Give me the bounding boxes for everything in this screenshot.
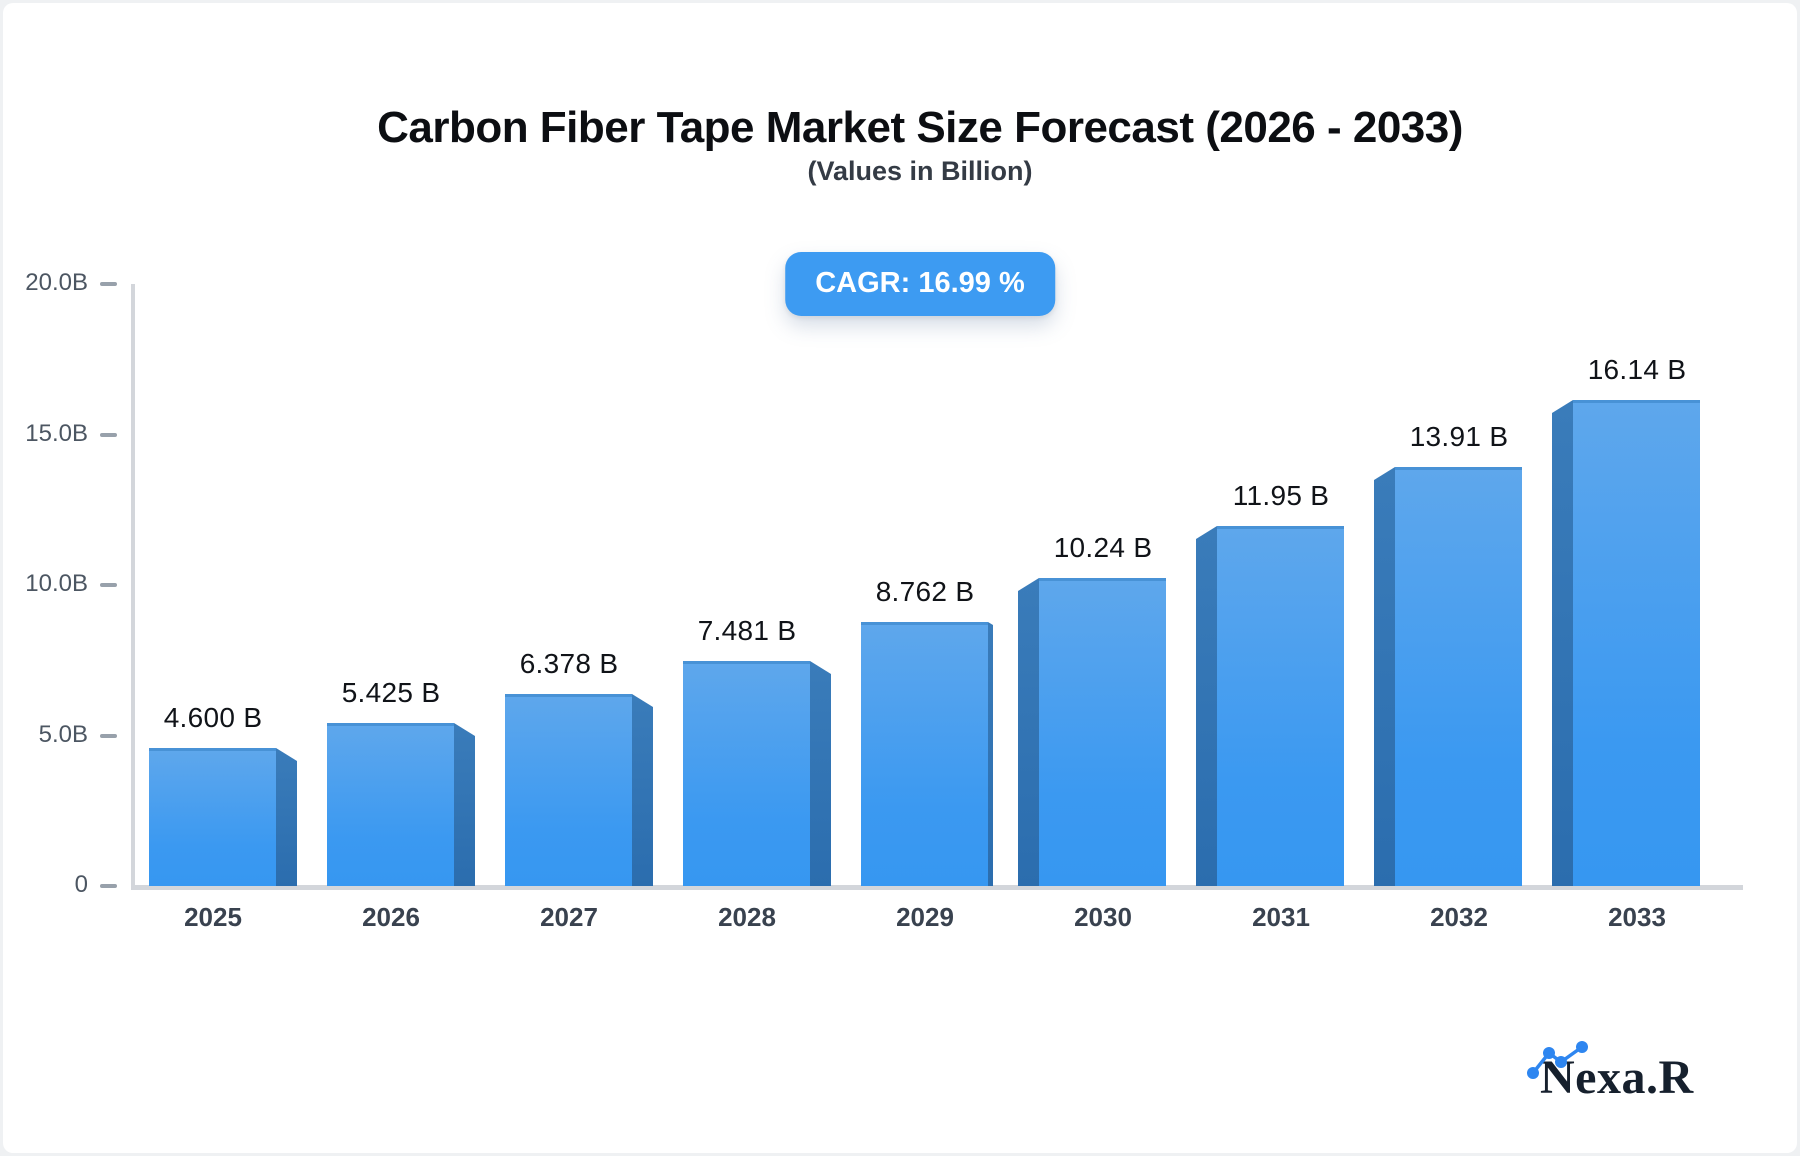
x-axis-category-label: 2026 <box>362 902 420 932</box>
brand-logo: Nexa.R <box>1510 1030 1780 1130</box>
bar-2029[interactable] <box>861 622 988 886</box>
x-axis-category-label: 2025 <box>184 902 242 932</box>
bar-side-face <box>276 748 297 886</box>
bar-value-label: 13.91 B <box>1409 421 1509 452</box>
sparkline-icon <box>1527 1041 1588 1079</box>
bar-2027[interactable] <box>505 694 632 886</box>
y-axis-line <box>131 284 135 889</box>
y-axis-tick-label: 5.0B <box>38 720 88 748</box>
y-axis-tick-label: 10.0B <box>25 570 88 597</box>
bar-value-label: 8.762 B <box>875 576 975 607</box>
bar-2031[interactable] <box>1217 526 1344 886</box>
x-axis-category-label: 2033 <box>1608 902 1666 932</box>
bar-side-face <box>632 694 653 886</box>
bar-2030[interactable] <box>1039 578 1166 886</box>
x-axis-category-label: 2030 <box>1074 902 1132 932</box>
bar-side-face <box>810 661 831 886</box>
bar-value-label: 4.600 B <box>163 702 263 733</box>
y-axis-tick <box>100 733 117 738</box>
bar-2026[interactable] <box>327 723 454 886</box>
y-axis-tick-label: 0 <box>74 871 88 898</box>
y-axis-tick-label: 15.0B <box>25 419 88 447</box>
bar-side-face <box>1374 467 1395 886</box>
bar-value-label: 6.378 B <box>519 648 619 679</box>
x-axis-category-label: 2029 <box>896 902 954 932</box>
y-axis-tick <box>100 432 117 437</box>
cagr-badge: CAGR: 16.99 % <box>785 252 1055 316</box>
bar-2033[interactable] <box>1573 400 1700 886</box>
bar-2028[interactable] <box>683 661 810 886</box>
chart-subtitle: (Values in Billion) <box>807 156 1033 186</box>
bar-2025[interactable] <box>149 748 276 886</box>
x-axis-line <box>131 885 1743 890</box>
chart-title: Carbon Fiber Tape Market Size Forecast (… <box>377 103 1463 152</box>
bar-side-face <box>988 622 993 886</box>
y-axis-tick-label: 20.0B <box>25 269 88 296</box>
bar-value-label: 16.14 B <box>1587 354 1687 385</box>
x-axis-category-label: 2031 <box>1252 902 1310 932</box>
bar-value-label: 11.95 B <box>1232 480 1330 511</box>
bar-side-face <box>1552 400 1573 886</box>
bar-value-label: 7.481 B <box>697 615 797 646</box>
x-axis-category-label: 2028 <box>718 902 776 932</box>
y-axis-tick <box>100 583 117 587</box>
bar-value-label: 10.24 B <box>1053 532 1153 563</box>
x-axis-category-label: 2032 <box>1430 902 1488 932</box>
y-axis-tick <box>100 884 117 888</box>
bar-side-face <box>1018 578 1039 886</box>
y-axis-tick <box>100 282 117 286</box>
bar-2032[interactable] <box>1395 467 1522 886</box>
bar-side-face <box>1196 526 1217 886</box>
bar-side-face <box>454 723 475 886</box>
x-axis-category-label: 2027 <box>540 902 598 932</box>
bar-value-label: 5.425 B <box>341 677 441 708</box>
